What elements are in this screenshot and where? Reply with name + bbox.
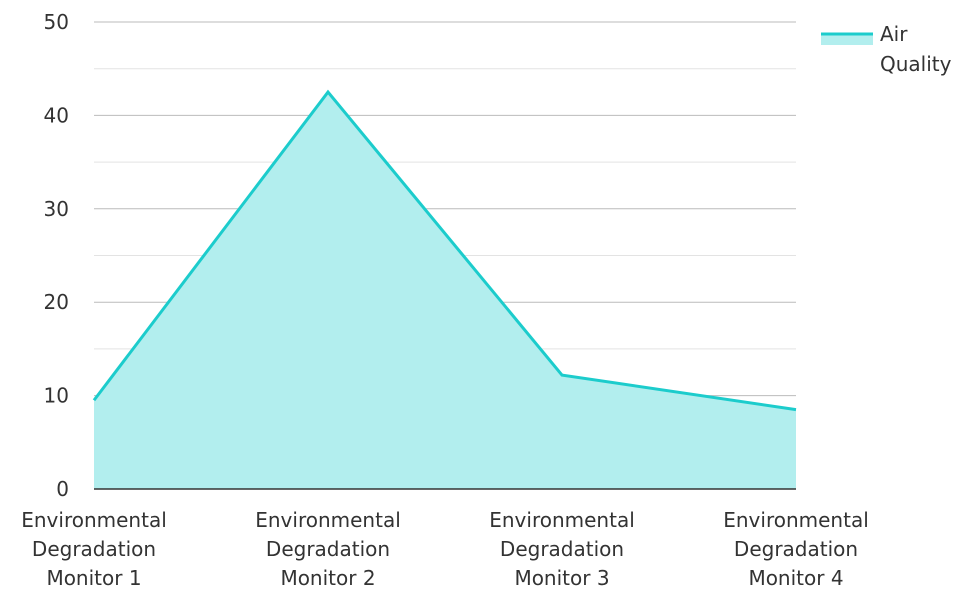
x-category-label: Environmental Degradation Monitor 4: [723, 508, 869, 590]
legend: Air Quality: [821, 22, 952, 76]
x-category-label: Environmental Degradation Monitor 2: [255, 508, 401, 590]
y-axis-ticks: 0 10 20 30 40 50: [44, 10, 69, 501]
x-axis-categories: Environmental Degradation Monitor 1 Environ…: [21, 508, 869, 590]
y-tick-label: 30: [44, 197, 69, 221]
y-tick-label: 20: [44, 290, 69, 314]
y-tick-label: 40: [44, 103, 69, 127]
y-tick-label: 0: [56, 477, 69, 501]
y-tick-label: 50: [44, 10, 69, 34]
y-tick-label: 10: [44, 384, 69, 408]
x-category-label: Environmental Degradation Monitor 3: [489, 508, 635, 590]
x-category-label: Environmental Degradation Monitor 1: [21, 508, 167, 590]
legend-swatch-fill: [821, 34, 873, 45]
series-line: [92, 89, 797, 412]
series-area-fill: [94, 92, 796, 490]
legend-label: Air Quality: [880, 22, 952, 76]
